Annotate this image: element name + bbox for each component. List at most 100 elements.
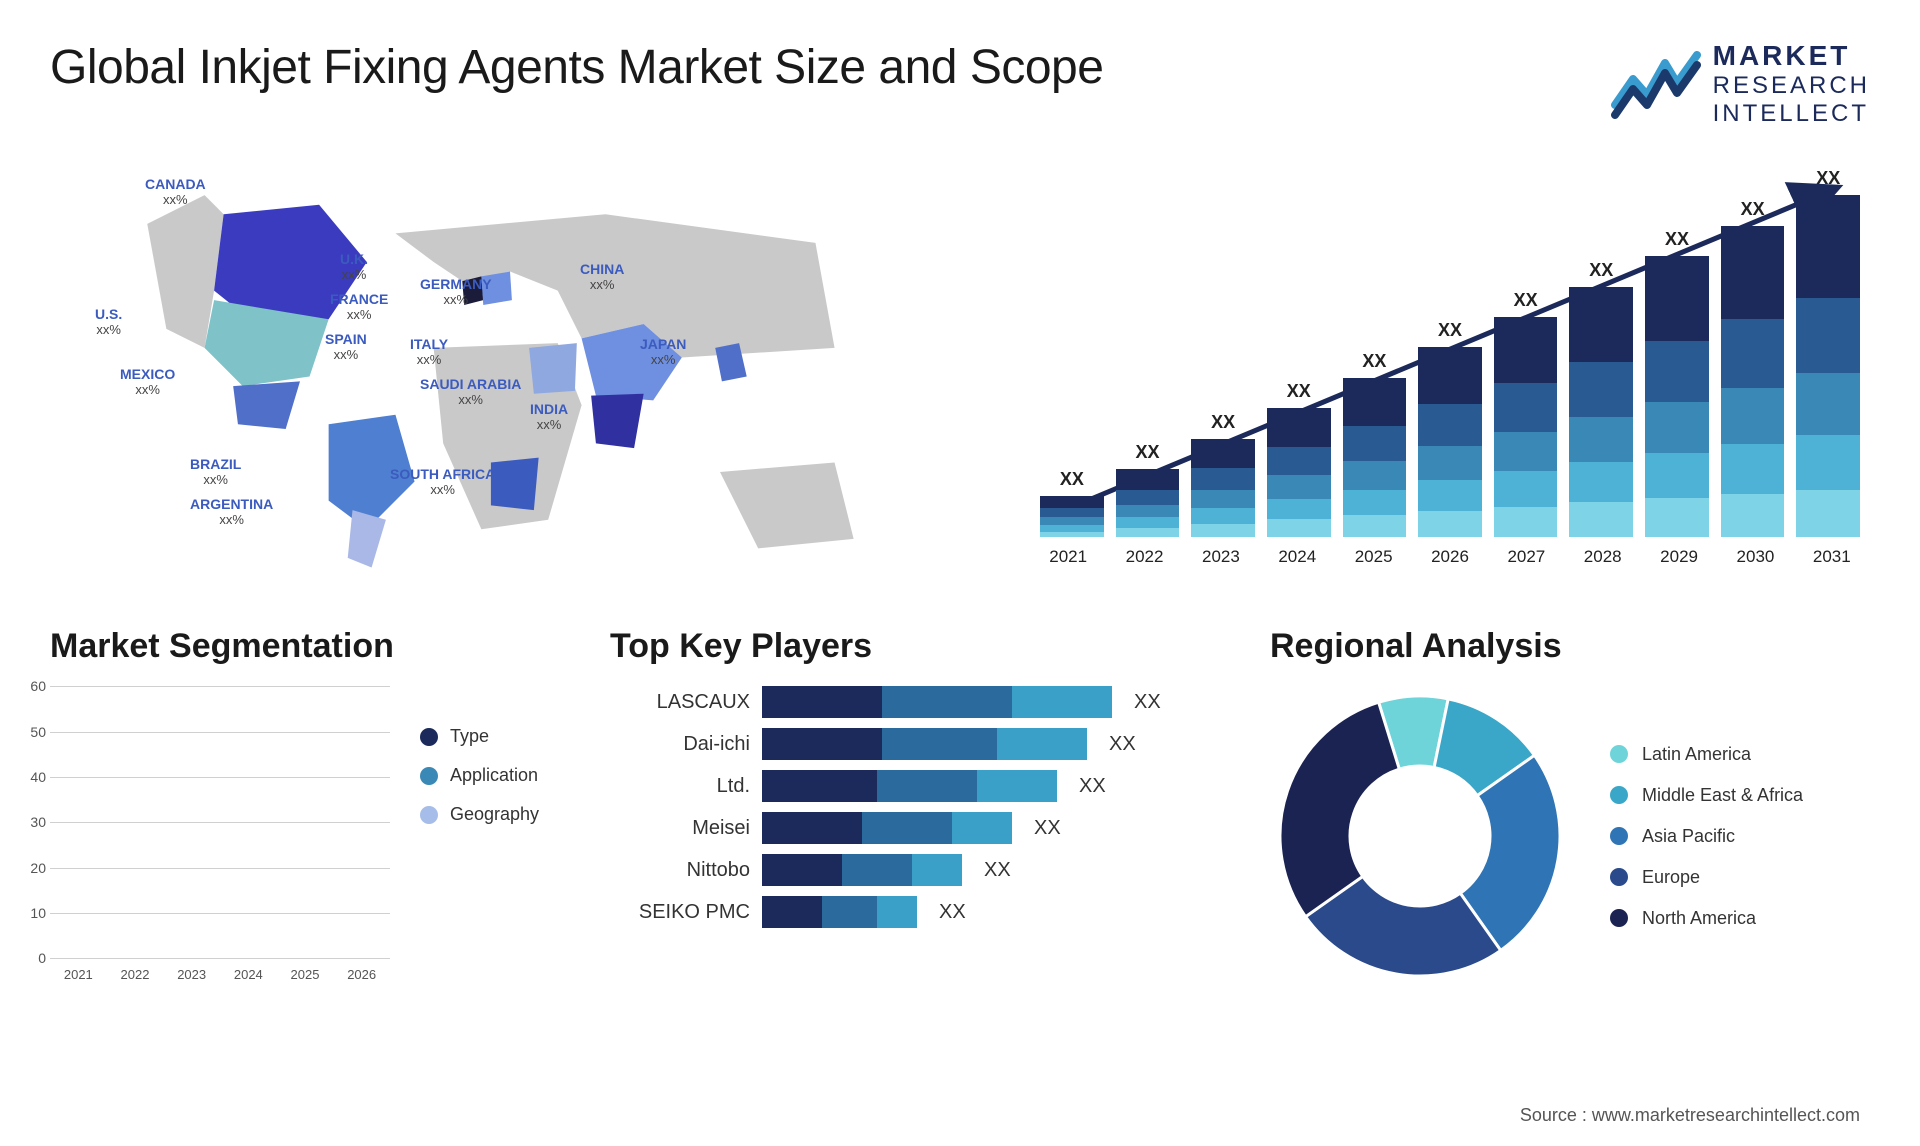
seg-y-tick: 30 <box>30 814 46 830</box>
player-value-label: XX <box>939 901 966 924</box>
growth-bar <box>1343 378 1407 538</box>
growth-bar-segment <box>1267 519 1331 537</box>
player-name: Nittobo <box>610 859 750 882</box>
seg-year-label: 2022 <box>121 967 150 982</box>
growth-bar-segment <box>1569 287 1633 362</box>
growth-bar-segment <box>1191 508 1255 524</box>
growth-value-label: XX <box>1514 290 1538 311</box>
growth-column: XX <box>1569 157 1633 537</box>
growth-bar-segment <box>1343 490 1407 516</box>
growth-bar-segment <box>1040 508 1104 517</box>
player-bar-segment <box>862 812 952 844</box>
growth-bar-segment <box>1569 502 1633 537</box>
growth-bar-segment <box>1343 515 1407 537</box>
player-bar <box>762 812 1012 844</box>
growth-bar <box>1267 408 1331 537</box>
growth-bar-segment <box>1343 426 1407 461</box>
growth-bar-segment <box>1418 446 1482 480</box>
map-country-label: U.K.xx% <box>340 252 368 282</box>
segmentation-chart: 0102030405060202120222023202420252026 <box>50 686 390 986</box>
player-bar-segment <box>762 854 842 886</box>
growth-year-label: 2021 <box>1049 547 1087 567</box>
growth-bar-segment <box>1645 341 1709 403</box>
growth-bar-segment <box>1267 475 1331 498</box>
player-bar-segment <box>977 770 1057 802</box>
player-name: SEIKO PMC <box>610 901 750 924</box>
growth-year-label: 2022 <box>1126 547 1164 567</box>
growth-bar <box>1721 226 1785 538</box>
seg-legend-label: Application <box>450 765 538 786</box>
map-highlight-region <box>591 394 644 448</box>
brand-logo: MARKET RESEARCH INTELLECT <box>1611 40 1870 127</box>
growth-bar-segment <box>1721 319 1785 388</box>
donut-slice <box>1280 703 1399 917</box>
player-bar-segment <box>877 770 977 802</box>
legend-dot-icon <box>420 728 438 746</box>
growth-bar-segment <box>1191 490 1255 508</box>
growth-bar-segment <box>1494 432 1558 472</box>
growth-value-label: XX <box>1211 412 1235 433</box>
seg-y-tick: 20 <box>30 860 46 876</box>
player-bar-segment <box>842 854 912 886</box>
growth-bar-segment <box>1267 499 1331 520</box>
regional-donut <box>1270 686 1570 986</box>
world-map-svg <box>50 157 970 577</box>
seg-y-tick: 0 <box>38 950 46 966</box>
top-players-chart: LASCAUXXXDai-ichiXXLtd.XXMeiseiXXNittobo… <box>610 686 1230 928</box>
growth-bar-segment <box>1494 507 1558 538</box>
player-bar-segment <box>762 896 822 928</box>
growth-value-label: XX <box>1135 442 1159 463</box>
map-country-label: CHINAxx% <box>580 262 624 292</box>
seg-year-label: 2024 <box>234 967 263 982</box>
growth-value-label: XX <box>1287 381 1311 402</box>
player-bar-segment <box>997 728 1087 760</box>
map-country-label: SPAINxx% <box>325 332 367 362</box>
growth-bar-segment <box>1191 439 1255 469</box>
growth-value-label: XX <box>1060 469 1084 490</box>
logo-peaks-icon <box>1611 49 1701 119</box>
seg-year-label: 2021 <box>64 967 93 982</box>
growth-year-label: 2030 <box>1737 547 1775 567</box>
growth-bar-segment <box>1569 362 1633 417</box>
growth-bar-segment <box>1494 317 1558 383</box>
growth-bar-segment <box>1569 462 1633 502</box>
player-bar <box>762 770 1057 802</box>
seg-legend-item: Type <box>420 726 539 747</box>
growth-year-label: 2028 <box>1584 547 1622 567</box>
growth-bar-segment <box>1040 525 1104 532</box>
player-bar-segment <box>762 812 862 844</box>
legend-dot-icon <box>420 767 438 785</box>
growth-bar-segment <box>1267 408 1331 447</box>
growth-bar-segment <box>1796 435 1860 490</box>
player-row: SEIKO PMC XX <box>610 896 1230 928</box>
regional-title: Regional Analysis <box>1270 627 1870 666</box>
legend-dot-icon <box>1610 868 1628 886</box>
map-country-label: JAPANxx% <box>640 337 686 367</box>
growth-year-label: 2031 <box>1813 547 1851 567</box>
player-value-label: XX <box>1079 775 1106 798</box>
growth-bar-segment <box>1721 226 1785 319</box>
player-name: Dai-ichi <box>610 733 750 756</box>
player-row: Dai-ichiXX <box>610 728 1230 760</box>
world-map-panel: CANADAxx%U.S.xx%MEXICOxx%BRAZILxx%ARGENT… <box>50 157 970 577</box>
map-country-label: FRANCExx% <box>330 292 388 322</box>
growth-bar-segment <box>1494 471 1558 506</box>
region-legend-item: Europe <box>1610 867 1803 888</box>
map-country-label: INDIAxx% <box>530 402 568 432</box>
seg-legend-label: Type <box>450 726 489 747</box>
growth-bar <box>1796 195 1860 537</box>
map-country-label: SAUDI ARABIAxx% <box>420 377 521 407</box>
player-bar-segment <box>762 770 877 802</box>
seg-year-label: 2026 <box>347 967 376 982</box>
map-highlight-region <box>233 382 300 430</box>
player-row: NittoboXX <box>610 854 1230 886</box>
logo-text-3: INTELLECT <box>1713 100 1870 128</box>
player-bar <box>762 686 1112 718</box>
growth-bar-segment <box>1343 378 1407 426</box>
player-row: Ltd.XX <box>610 770 1230 802</box>
growth-bar <box>1418 347 1482 537</box>
map-country-label: ARGENTINAxx% <box>190 497 273 527</box>
seg-legend-label: Geography <box>450 804 539 825</box>
growth-value-label: XX <box>1816 168 1840 189</box>
growth-bar-segment <box>1796 490 1860 538</box>
